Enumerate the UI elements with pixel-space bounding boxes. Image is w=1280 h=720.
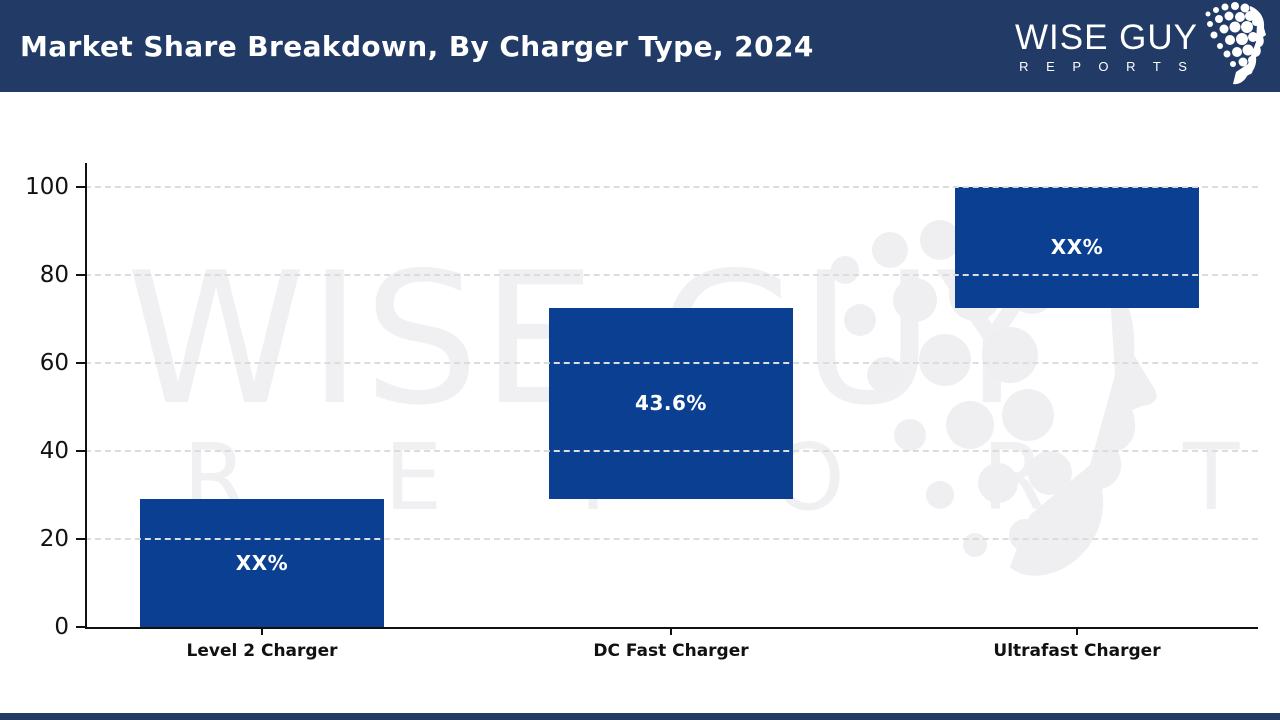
gridline-80 [85,274,1258,276]
gridline-60 [85,362,1258,364]
page-title: Market Share Breakdown, By Charger Type,… [20,29,814,63]
chart-plot-area: XX% 43.6% XX% 0 20 40 60 80 100 Level 2 Charger DC… [0,92,1280,713]
y-axis-tick-label: 100 [25,174,69,200]
y-axis-tick [76,362,85,364]
bar-value-label: XX% [1050,235,1104,260]
wiseguy-head-icon [1200,2,1266,90]
y-axis-tick [76,538,85,540]
header-bar: Market Share Breakdown, By Charger Type,… [0,0,1280,92]
x-axis-category-label: DC Fast Charger [593,641,749,661]
y-axis-tick-label: 60 [39,350,69,376]
logo-subtext: R E P O R T S [1019,58,1194,74]
bar-1: XX% [140,499,384,627]
x-axis-tick [261,627,263,635]
x-axis-tick [1076,627,1078,635]
x-axis-category-label: Ultrafast Charger [993,641,1161,661]
x-axis-tick [670,627,672,635]
footer-accent-bar [0,713,1280,720]
logo-wordmark: WISE GUY [1014,17,1198,57]
gridline-20 [85,538,1258,540]
wiseguy-logo: WISE GUY R E P O R T S [1015,2,1280,90]
bar-value-label: 43.6% [635,391,707,416]
y-axis-spine [85,163,87,629]
x-axis-spine [85,627,1258,629]
y-axis-tick-label: 0 [54,614,69,640]
y-axis-tick-label: 40 [39,438,69,464]
y-axis-tick [76,450,85,452]
wiseguy-logo-text: WISE GUY R E P O R T S [1015,20,1198,73]
y-axis-tick [76,626,85,628]
y-axis-tick-label: 80 [39,262,69,288]
gridline-100 [85,186,1258,188]
y-axis-tick [76,186,85,188]
bar-value-label: XX% [235,551,289,576]
y-axis-tick-label: 20 [39,526,69,552]
bar-3: XX% [955,187,1199,308]
gridline-40 [85,450,1258,452]
x-axis-category-label: Level 2 Charger [186,641,338,661]
y-axis-tick [76,274,85,276]
bar-2: 43.6% [549,307,793,500]
